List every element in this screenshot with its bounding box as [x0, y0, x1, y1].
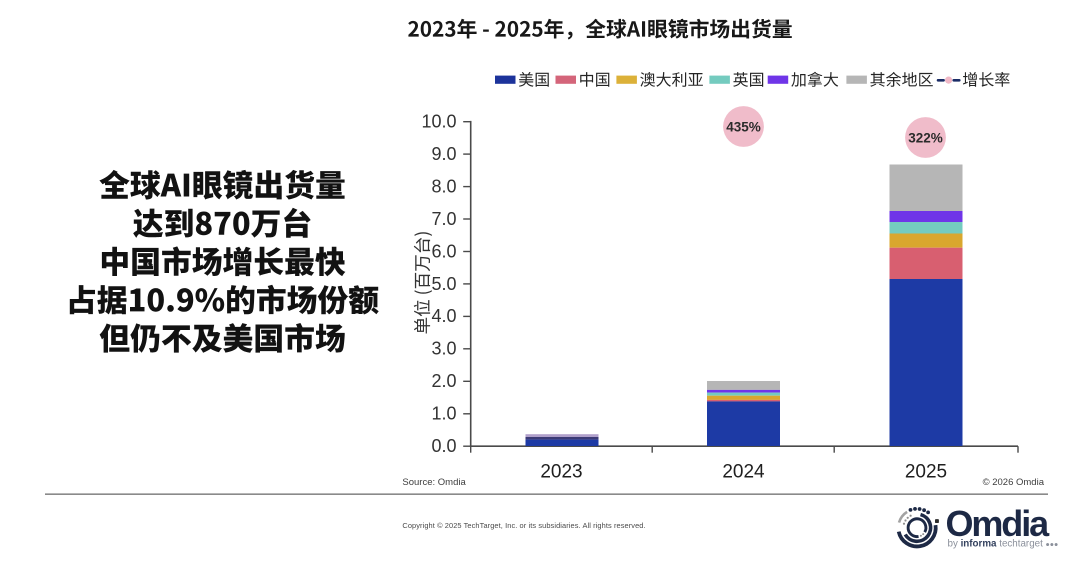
svg-text:Copyright © 2025 TechTarget, I: Copyright © 2025 TechTarget, Inc. or its…: [402, 521, 645, 530]
svg-text:2025: 2025: [905, 462, 947, 483]
svg-text:8.0: 8.0: [431, 176, 456, 196]
svg-text:by informa techtarget ●●●: by informa techtarget ●●●: [948, 539, 1059, 550]
svg-text:1.0: 1.0: [431, 404, 456, 424]
svg-text:7.0: 7.0: [431, 209, 456, 229]
svg-text:4.0: 4.0: [431, 306, 456, 326]
svg-text:Source: Omdia: Source: Omdia: [402, 477, 466, 488]
svg-text:3.0: 3.0: [431, 339, 456, 359]
svg-text:2024: 2024: [722, 462, 765, 483]
svg-text:5.0: 5.0: [431, 274, 456, 294]
svg-text:10.0: 10.0: [421, 112, 456, 132]
svg-text:6.0: 6.0: [431, 241, 456, 261]
svg-text:9.0: 9.0: [431, 144, 456, 164]
svg-text:© 2026 Omdia: © 2026 Omdia: [983, 477, 1045, 488]
svg-text:Omdia: Omdia: [946, 503, 1051, 544]
svg-text:435%: 435%: [726, 119, 761, 134]
svg-text:2.0: 2.0: [431, 371, 456, 391]
svg-text:322%: 322%: [908, 130, 943, 145]
svg-text:2023: 2023: [540, 462, 582, 483]
svg-text:0.0: 0.0: [431, 436, 456, 456]
